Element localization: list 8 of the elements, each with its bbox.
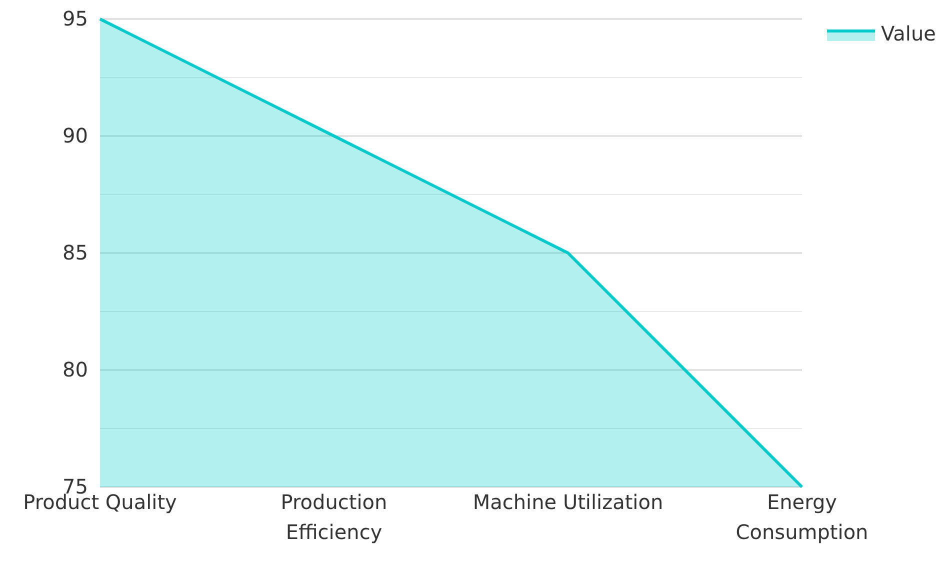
x-tick-label: Energy Consumption xyxy=(736,490,868,544)
y-tick-label: 85 xyxy=(62,240,88,264)
y-tick-label: 80 xyxy=(62,357,88,382)
x-tick-label: Machine Utilization xyxy=(472,490,664,514)
legend-label: Value xyxy=(881,21,936,46)
x-tick-label: Production Efficiency xyxy=(280,490,388,544)
y-tick-label: 90 xyxy=(62,123,88,148)
y-tick-label: 95 xyxy=(62,6,88,30)
